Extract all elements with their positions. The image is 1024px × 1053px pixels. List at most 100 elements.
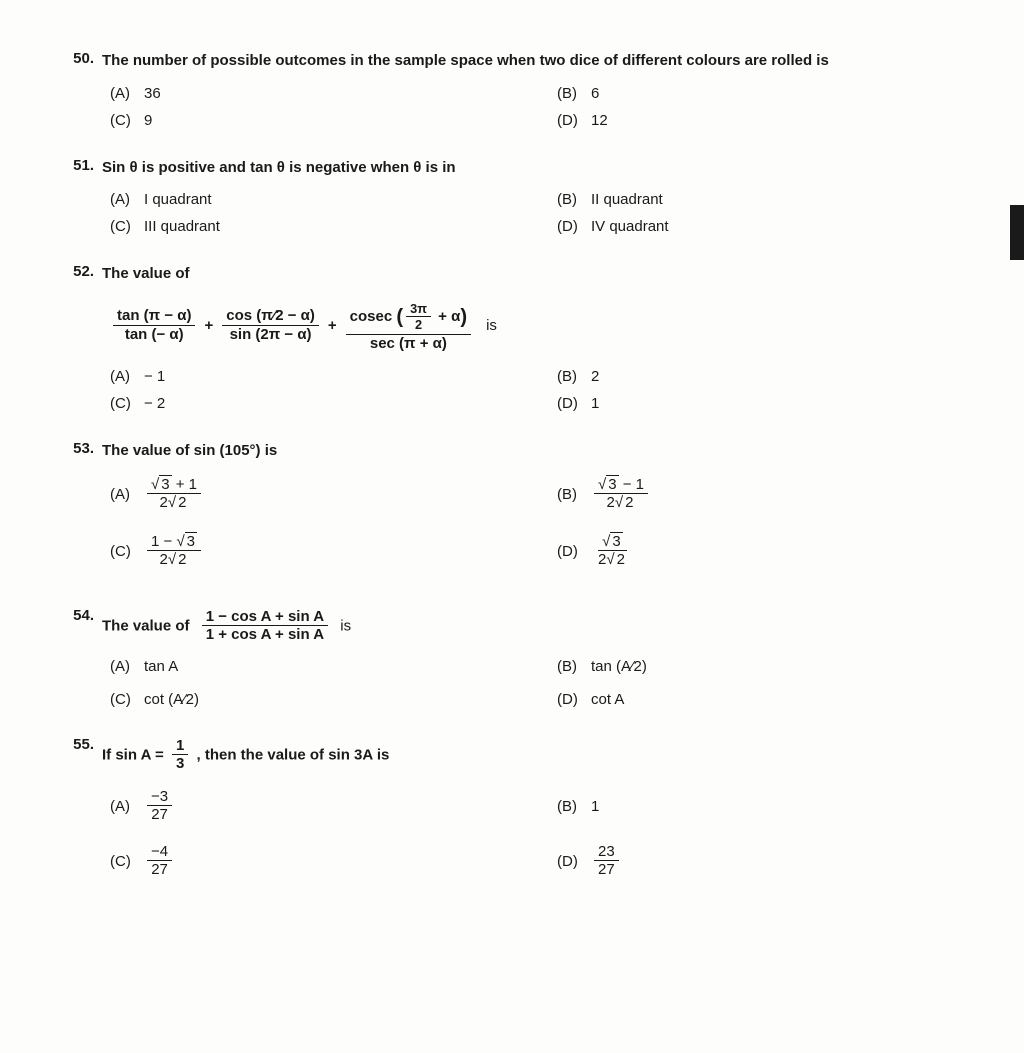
q52-option-a[interactable]: (A)− 1 — [110, 368, 527, 385]
q52-option-d[interactable]: (D)1 — [557, 395, 974, 412]
question-52: 52. The value of tan (π − α) tan (− α) +… — [70, 263, 974, 412]
option-text: cot (A⁄2) — [144, 691, 527, 708]
q52-t1-den: tan (− α) — [121, 326, 188, 346]
q54-option-b[interactable]: (B)tan (A⁄2) — [557, 658, 974, 675]
option-label: (D) — [557, 395, 591, 412]
option-text: III quadrant — [144, 218, 527, 235]
q50-number: 50. — [70, 50, 102, 67]
option-text: tan A — [144, 658, 527, 675]
option-label: (C) — [110, 112, 144, 129]
q50-option-c[interactable]: (C)9 — [110, 112, 527, 129]
q55-option-c[interactable]: (C) −427 — [110, 842, 527, 881]
option-text: 2327 — [591, 842, 974, 881]
option-text: 36 — [144, 85, 527, 102]
q51-number: 51. — [70, 157, 102, 174]
q51-option-c[interactable]: (C)III quadrant — [110, 218, 527, 235]
q52-t2-den: sin (2π − α) — [226, 326, 316, 346]
q55-option-b[interactable]: (B) 1 — [557, 787, 974, 826]
option-label: (D) — [557, 218, 591, 235]
q53-number: 53. — [70, 440, 102, 457]
plus-sign: + — [328, 317, 337, 334]
q53-option-c[interactable]: (C) 1 − 3 22 — [110, 532, 527, 571]
option-label: (B) — [557, 368, 591, 385]
option-text: 3 + 1 22 — [144, 475, 527, 514]
option-label: (A) — [110, 368, 144, 385]
option-label: (C) — [110, 691, 144, 708]
option-text: IV quadrant — [591, 218, 974, 235]
option-label: (C) — [110, 853, 144, 870]
option-label: (A) — [110, 798, 144, 815]
option-label: (B) — [557, 191, 591, 208]
option-text: 1 — [591, 395, 974, 412]
q52-option-b[interactable]: (B)2 — [557, 368, 974, 385]
question-53: 53. The value of sin (105°) is (A) 3 + 1… — [70, 440, 974, 571]
option-text: − 1 — [144, 368, 527, 385]
option-label: (B) — [557, 798, 591, 815]
q50-option-d[interactable]: (D)12 — [557, 112, 974, 129]
option-label: (D) — [557, 112, 591, 129]
option-text: 1 — [591, 798, 974, 815]
option-label: (C) — [110, 543, 144, 560]
q52-t2-num: cos (π⁄2 − α) — [222, 306, 319, 326]
q55-text: If sin A = 1 3 , then the value of sin 3… — [102, 736, 974, 775]
q51-option-d[interactable]: (D)IV quadrant — [557, 218, 974, 235]
q53-option-d[interactable]: (D) 3 22 — [557, 532, 974, 571]
q51-option-b[interactable]: (B)II quadrant — [557, 191, 974, 208]
option-label: (C) — [110, 218, 144, 235]
option-text: tan (A⁄2) — [591, 658, 974, 675]
q52-t1-num: tan (π − α) — [113, 306, 195, 326]
q51-text: Sin θ is positive and tan θ is negative … — [102, 157, 974, 180]
option-label: (A) — [110, 85, 144, 102]
q52-option-c[interactable]: (C)− 2 — [110, 395, 527, 412]
option-text: 2 — [591, 368, 974, 385]
option-text: 9 — [144, 112, 527, 129]
q50-text: The number of possible outcomes in the s… — [102, 50, 974, 73]
option-label: (B) — [557, 658, 591, 675]
question-50: 50. The number of possible outcomes in t… — [70, 50, 974, 129]
q52-number: 52. — [70, 263, 102, 280]
q54-option-c[interactable]: (C)cot (A⁄2) — [110, 691, 527, 708]
option-label: (C) — [110, 395, 144, 412]
option-label: (A) — [110, 191, 144, 208]
option-text: − 2 — [144, 395, 527, 412]
option-label: (A) — [110, 486, 144, 503]
plus-sign: + — [204, 317, 213, 334]
q53-option-a[interactable]: (A) 3 + 1 22 — [110, 475, 527, 514]
option-label: (D) — [557, 853, 591, 870]
q50-option-b[interactable]: (B)6 — [557, 85, 974, 102]
option-text: −427 — [144, 842, 527, 881]
option-text: 3 22 — [591, 532, 974, 571]
q53-text: The value of sin (105°) is — [102, 440, 974, 463]
question-55: 55. If sin A = 1 3 , then the value of s… — [70, 736, 974, 881]
q55-option-a[interactable]: (A) −327 — [110, 787, 527, 826]
q52-expression: tan (π − α) tan (− α) + cos (π⁄2 − α) si… — [70, 298, 974, 355]
option-text: 6 — [591, 85, 974, 102]
q54-text: The value of 1 − cos A + sin A 1 + cos A… — [102, 607, 974, 646]
question-54: 54. The value of 1 − cos A + sin A 1 + c… — [70, 607, 974, 708]
q54-number: 54. — [70, 607, 102, 624]
q53-option-b[interactable]: (B) 3 − 1 22 — [557, 475, 974, 514]
q55-number: 55. — [70, 736, 102, 753]
option-label: (D) — [557, 543, 591, 560]
q52-text: The value of — [102, 263, 974, 286]
expr-tail: is — [486, 317, 497, 334]
option-text: −327 — [144, 787, 527, 826]
option-text: II quadrant — [591, 191, 974, 208]
q54-option-d[interactable]: (D)cot A — [557, 691, 974, 708]
q51-option-a[interactable]: (A)I quadrant — [110, 191, 527, 208]
option-label: (A) — [110, 658, 144, 675]
option-text: 1 − 3 22 — [144, 532, 527, 571]
q54-option-a[interactable]: (A)tan A — [110, 658, 527, 675]
option-text: cot A — [591, 691, 974, 708]
option-label: (B) — [557, 85, 591, 102]
q50-option-a[interactable]: (A)36 — [110, 85, 527, 102]
q55-option-d[interactable]: (D) 2327 — [557, 842, 974, 881]
q52-t3-den: sec (π + α) — [366, 335, 451, 355]
option-label: (D) — [557, 691, 591, 708]
option-label: (B) — [557, 486, 591, 503]
option-text: I quadrant — [144, 191, 527, 208]
question-51: 51. Sin θ is positive and tan θ is negat… — [70, 157, 974, 236]
option-text: 3 − 1 22 — [591, 475, 974, 514]
page-side-tab — [1010, 205, 1024, 260]
q52-t3-num: cosec ( 3π 2 + α) — [346, 298, 471, 335]
